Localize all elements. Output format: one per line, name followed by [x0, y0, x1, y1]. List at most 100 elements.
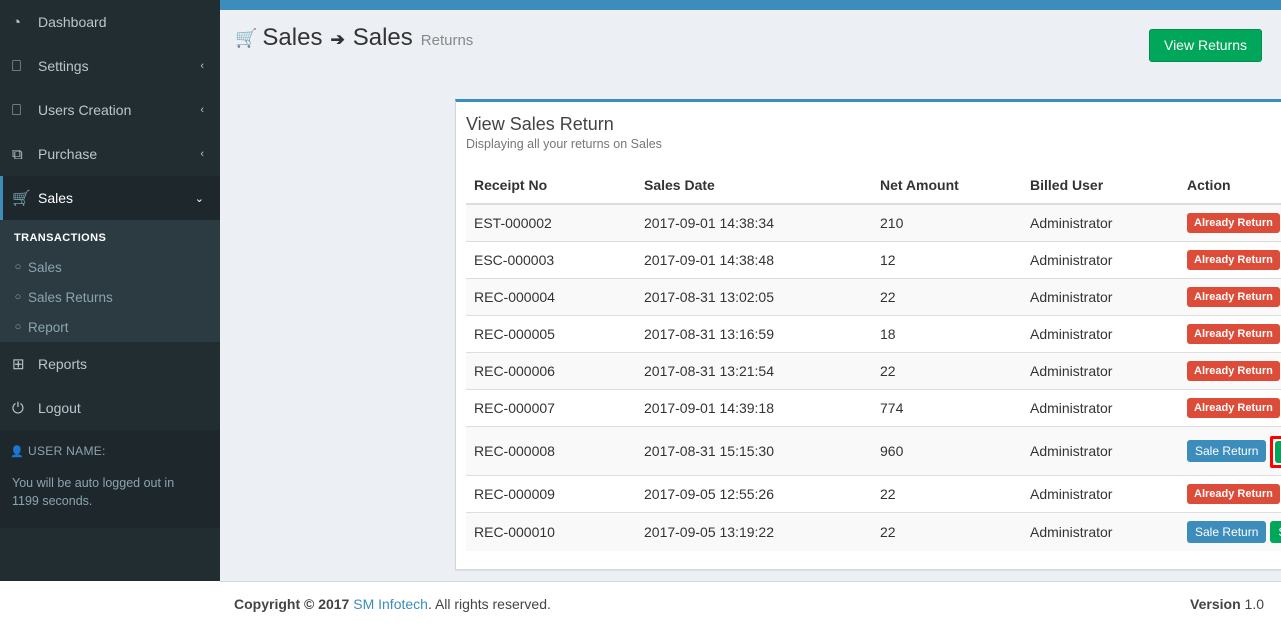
cell-billed-user: Administrator	[1022, 241, 1179, 279]
table-row: REC-000006 2017-08-31 13:21:54 22 Administr…	[466, 352, 1281, 390]
auto-logout-timer: You will be auto logged out in 1199 seco…	[12, 476, 175, 508]
dashboard-icon: ◔	[12, 13, 22, 31]
table-row: REC-000009 2017-09-05 12:55:26 22 Administr…	[466, 475, 1281, 513]
cell-receipt-no: EST-000002	[466, 203, 636, 242]
cart-icon: 🛒	[12, 190, 31, 207]
action-button-already-return[interactable]: Already Return	[1187, 250, 1280, 270]
action-button-already-return[interactable]: Already Return	[1187, 398, 1280, 418]
action-button-already-return[interactable]: Already Return	[1187, 361, 1280, 381]
sidebar-item-dashboard[interactable]: ◔ Dashboard	[0, 0, 220, 44]
laptop-icon: ⎕	[12, 57, 22, 75]
action-button-already-return[interactable]: Already Return	[1187, 324, 1280, 344]
sidebar-item-logout[interactable]: ⏻ Logout	[0, 386, 220, 430]
column-header-net-amount: Net Amount	[872, 167, 1022, 205]
sidebar-item-purchase[interactable]: ⧉ Purchase ‹	[0, 132, 220, 176]
cell-action: Already Return	[1179, 475, 1281, 513]
treeview-item-sales[interactable]: ○ Sales	[0, 252, 220, 282]
table-row: ESC-000003 2017-09-01 14:38:48 12 Administr…	[466, 241, 1281, 279]
content-area: 🛒 Sales ➔ Sales Returns View Returns Vie…	[220, 0, 1281, 581]
cell-net-amount: 22	[872, 352, 1022, 390]
breadcrumb-secondary: Sales	[352, 24, 413, 51]
power-off-icon: ⏻	[12, 399, 24, 417]
table-row: REC-000005 2017-08-31 13:16:59 18 Administr…	[466, 315, 1281, 353]
chevron-icon: ‹	[200, 60, 204, 72]
treeview-header: TRANSACTIONS	[14, 232, 107, 244]
panel-body: Receipt No Sales Date Net Amount Billed Use…	[456, 157, 1281, 569]
version-text: Version 1.0	[1190, 596, 1264, 612]
sidebar-item-label: Purchase	[38, 146, 98, 162]
sidebar-item-label: Sales	[38, 190, 74, 206]
action-button-sale-exchange[interactable]: Sale Exchange	[1270, 521, 1281, 543]
table-row: REC-000007 2017-09-01 14:39:18 774 Administ…	[466, 389, 1281, 427]
cell-sales-date: 2017-08-31 13:16:59	[636, 315, 872, 353]
action-button-sale-return[interactable]: Sale Return	[1187, 440, 1267, 462]
company-link[interactable]: SM Infotech	[353, 596, 428, 612]
cell-billed-user: Administrator	[1022, 352, 1179, 390]
cell-receipt-no: REC-000004	[466, 278, 636, 316]
table-body: EST-000002 2017-09-01 14:38:34 210 Administ…	[466, 203, 1281, 551]
action-button-already-return[interactable]: Already Return	[1187, 213, 1280, 233]
laptop-icon: ⎕	[12, 101, 22, 119]
column-header-receipt-no: Receipt No	[466, 167, 636, 205]
table-icon: ⊞	[12, 356, 25, 373]
cell-receipt-no: REC-000008	[466, 426, 636, 476]
cell-sales-date: 2017-09-05 12:55:26	[636, 475, 872, 513]
cart-icon: 🛒	[235, 28, 258, 48]
sidebar-nav-secondary: ⊞ Reports ⏻ Logout	[0, 342, 220, 430]
sidebar-user-panel: 👤 USER NAME: You will be auto logged out…	[0, 430, 220, 528]
sidebar-item-users-creation[interactable]: ⎕ Users Creation ‹	[0, 88, 220, 132]
cell-billed-user: Administrator	[1022, 512, 1179, 551]
sidebar: ◔ Dashboard ⎕ Settings ‹ ⎕ Users Creation ‹ ⧉ Pur…	[0, 0, 220, 581]
sales-return-panel: View Sales Return Displaying all your re…	[455, 99, 1281, 570]
action-button-sale-exchange[interactable]: Sale Exchange	[1275, 441, 1281, 463]
cell-receipt-no: REC-000009	[466, 475, 636, 513]
content-header: 🛒 Sales ➔ Sales Returns View Returns	[220, 10, 1281, 88]
cell-billed-user: Administrator	[1022, 278, 1179, 316]
cell-receipt-no: REC-000007	[466, 389, 636, 427]
treeview-item-label: Sales	[28, 259, 62, 275]
files-icon: ⧉	[12, 145, 23, 163]
sidebar-item-label: Settings	[38, 58, 89, 74]
table-row: EST-000002 2017-09-01 14:38:34 210 Administ…	[466, 203, 1281, 242]
action-button-already-return[interactable]: Already Return	[1187, 484, 1280, 504]
cell-receipt-no: REC-000006	[466, 352, 636, 390]
sales-returns-table: Receipt No Sales Date Net Amount Billed Use…	[466, 167, 1281, 551]
sidebar-treeview-transactions: TRANSACTIONS ○ Sales ○ Sales Returns ○ Report	[0, 220, 220, 342]
cell-billed-user: Administrator	[1022, 426, 1179, 476]
copyright-text: Copyright © 2017 SM Infotech. All rights…	[234, 596, 551, 612]
treeview-item-sales-returns[interactable]: ○ Sales Returns	[0, 282, 220, 312]
table-row: REC-000008 2017-08-31 15:15:30 960 Administ…	[466, 426, 1281, 476]
cell-net-amount: 22	[872, 512, 1022, 551]
cell-net-amount: 22	[872, 475, 1022, 513]
chevron-icon: ⌄	[194, 192, 204, 205]
sidebar-item-settings[interactable]: ⎕ Settings ‹	[0, 44, 220, 88]
cell-sales-date: 2017-08-31 15:15:30	[636, 426, 872, 476]
cell-action: Already Return	[1179, 203, 1281, 242]
cell-billed-user: Administrator	[1022, 475, 1179, 513]
action-button-sale-return[interactable]: Sale Return	[1187, 521, 1267, 543]
cell-action: Already Return	[1179, 278, 1281, 316]
cell-action: Sale ReturnSale Exchange	[1179, 512, 1281, 551]
cell-net-amount: 774	[872, 389, 1022, 427]
view-returns-button[interactable]: View Returns	[1148, 29, 1262, 62]
cell-action: Already Return	[1179, 352, 1281, 390]
version-number: 1.0	[1244, 596, 1264, 612]
cell-receipt-no: REC-000005	[466, 315, 636, 353]
copyright-suffix: . All rights reserved.	[427, 596, 551, 612]
action-button-already-return[interactable]: Already Return	[1187, 287, 1280, 307]
panel-header: View Sales Return Displaying all your re…	[456, 102, 1281, 157]
table-row: REC-000010 2017-09-05 13:19:22 22 Administr…	[466, 512, 1281, 551]
cell-action: Already Return	[1179, 389, 1281, 427]
treeview-item-report[interactable]: ○ Report	[0, 312, 220, 342]
sidebar-item-sales[interactable]: 🛒 Sales ⌄	[0, 176, 220, 220]
chevron-icon: ‹	[200, 148, 204, 160]
cell-receipt-no: ESC-000003	[466, 241, 636, 279]
cell-net-amount: 22	[872, 278, 1022, 316]
sidebar-item-reports[interactable]: ⊞ Reports	[0, 342, 220, 386]
page-subtitle: Returns	[420, 32, 474, 49]
sidebar-footer-spacer	[0, 581, 220, 639]
cell-action: Sale Return Sale Exchange	[1179, 426, 1281, 476]
table-head: Receipt No Sales Date Net Amount Billed Use…	[466, 167, 1281, 205]
circle-o-icon: ○	[14, 291, 22, 303]
